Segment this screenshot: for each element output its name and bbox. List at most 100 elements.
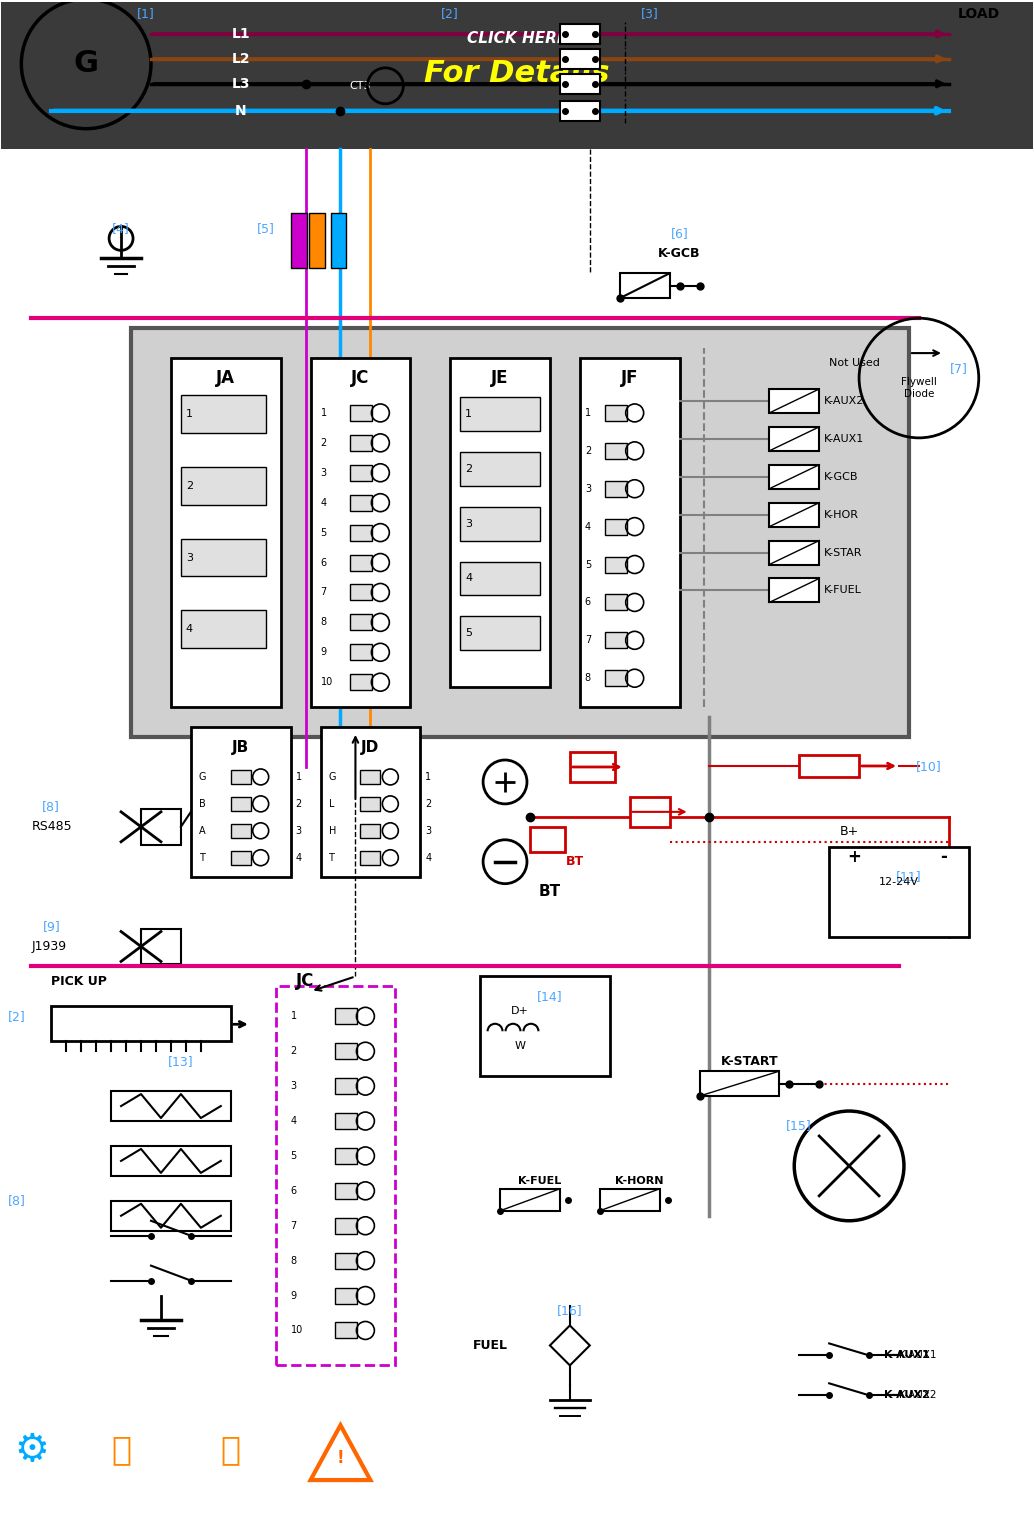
Text: 1: 1	[296, 772, 302, 781]
Text: L: L	[329, 799, 334, 809]
Text: G: G	[329, 772, 336, 781]
Text: K-STAR: K-STAR	[824, 548, 862, 558]
Bar	[351, 405, 372, 420]
Bar	[460, 561, 540, 596]
Text: [8]: [8]	[42, 801, 60, 813]
Bar	[361, 771, 381, 784]
Text: K-FUEL: K-FUEL	[518, 1176, 561, 1186]
Text: 6: 6	[291, 1186, 297, 1195]
Text: K-AUX2: K-AUX2	[899, 1390, 937, 1400]
Text: K-GCB: K-GCB	[659, 247, 701, 259]
Bar	[231, 796, 250, 812]
Text: 7: 7	[291, 1221, 297, 1230]
Bar	[231, 771, 250, 784]
Text: J1939: J1939	[31, 941, 66, 953]
Bar	[829, 846, 969, 936]
Text: 3: 3	[321, 467, 327, 478]
Bar	[769, 388, 819, 413]
Bar	[769, 540, 819, 564]
Bar	[605, 557, 627, 572]
Text: 1: 1	[425, 772, 431, 781]
Text: 8: 8	[291, 1256, 297, 1265]
Text: K-FUEL: K-FUEL	[824, 586, 862, 596]
Text: 1: 1	[465, 410, 473, 419]
Text: Not Used: Not Used	[829, 358, 880, 369]
Bar	[361, 796, 381, 812]
Bar	[351, 525, 372, 540]
Bar	[460, 616, 540, 651]
Bar	[450, 358, 550, 687]
Text: 9: 9	[291, 1291, 297, 1300]
Text: [9]: [9]	[42, 919, 60, 933]
Bar	[351, 674, 372, 690]
Bar	[351, 584, 372, 601]
Text: 10: 10	[291, 1326, 303, 1335]
Text: 1: 1	[291, 1012, 297, 1021]
Bar	[769, 578, 819, 602]
Text: 12-24V: 12-24V	[879, 877, 919, 886]
Bar	[769, 502, 819, 526]
Text: L3: L3	[232, 77, 250, 91]
Bar	[351, 555, 372, 570]
Text: 3: 3	[186, 552, 193, 563]
Bar	[141, 928, 181, 965]
Bar	[530, 827, 565, 851]
Text: [13]: [13]	[169, 1054, 193, 1068]
Bar	[331, 214, 346, 269]
Bar	[769, 426, 819, 451]
Text: 2: 2	[425, 799, 431, 809]
Text: B: B	[199, 799, 206, 809]
Bar	[231, 851, 250, 865]
Bar	[769, 464, 819, 488]
Text: [10]: [10]	[916, 760, 942, 774]
Bar	[460, 507, 540, 540]
Text: FUEL: FUEL	[473, 1340, 508, 1352]
Text: 3: 3	[585, 484, 591, 493]
Text: T: T	[199, 853, 205, 863]
Bar	[559, 100, 600, 121]
Text: 7: 7	[585, 636, 591, 645]
Bar	[351, 495, 372, 511]
Text: 6: 6	[585, 598, 591, 607]
Text: [2]: [2]	[442, 8, 459, 21]
Text: 4: 4	[291, 1117, 297, 1126]
Bar	[335, 1148, 358, 1164]
Bar	[605, 595, 627, 610]
Bar	[335, 1288, 358, 1303]
Bar	[335, 1009, 358, 1024]
Text: BT: BT	[566, 856, 584, 868]
Bar	[460, 397, 540, 431]
Text: BT: BT	[539, 884, 561, 900]
Text: 1: 1	[186, 410, 193, 419]
Text: 7: 7	[321, 587, 327, 598]
Text: 3: 3	[465, 519, 473, 528]
Bar	[308, 214, 325, 269]
Text: K-AUX1: K-AUX1	[824, 434, 864, 444]
Bar	[335, 1113, 358, 1129]
Bar	[131, 328, 909, 737]
Bar	[605, 633, 627, 648]
Text: -: -	[940, 848, 947, 866]
Bar	[600, 1189, 660, 1211]
Text: G: G	[73, 50, 98, 79]
Text: ⚙: ⚙	[13, 1431, 49, 1468]
Text: [16]: [16]	[557, 1305, 583, 1317]
Text: G: G	[199, 772, 207, 781]
Text: 4: 4	[296, 853, 302, 863]
Bar	[111, 1145, 231, 1176]
Bar	[181, 467, 266, 505]
Bar	[335, 1079, 358, 1094]
Bar	[351, 645, 372, 660]
Text: JA: JA	[216, 369, 236, 387]
Text: For Details: For Details	[424, 59, 610, 88]
Bar	[335, 1044, 358, 1059]
Bar	[460, 452, 540, 485]
Text: JE: JE	[491, 369, 509, 387]
Text: 15/54: 15/54	[568, 755, 612, 769]
Bar	[231, 824, 250, 837]
Text: K-GCB: K-GCB	[824, 472, 858, 482]
Text: K-HORN: K-HORN	[615, 1176, 664, 1186]
Bar	[191, 727, 291, 877]
Text: [2]: [2]	[7, 1010, 25, 1022]
Text: JC: JC	[297, 972, 314, 991]
